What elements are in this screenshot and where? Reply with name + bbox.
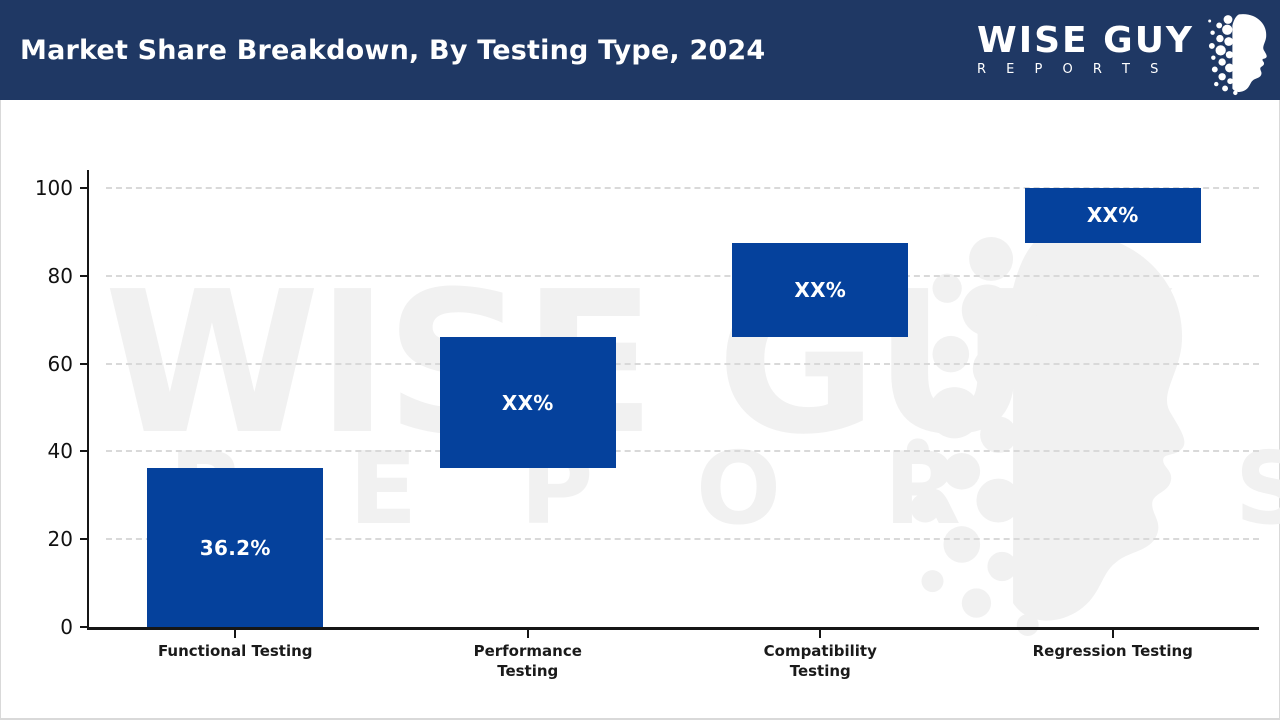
x-tick-mark [819, 630, 822, 638]
gridline-40 [106, 450, 1259, 453]
y-axis [87, 170, 89, 630]
y-tick-mark [80, 187, 89, 189]
bar-value-label: XX% [794, 278, 847, 303]
header: Market Share Breakdown, By Testing Type,… [0, 0, 1280, 100]
x-tick-label-line: Testing [497, 662, 559, 681]
page-title: Market Share Breakdown, By Testing Type,… [20, 34, 766, 66]
bar-4: XX% [1024, 188, 1201, 243]
y-tick-mark [80, 362, 89, 365]
logo-subtext: R E P O R T S [976, 61, 1167, 77]
y-tick-label: 80 [47, 263, 73, 288]
x-tick-mark [234, 630, 237, 638]
x-tick-mark [526, 630, 529, 638]
x-tick-label: Regression Testing [973, 641, 1253, 661]
x-tick-label-line: Performance [473, 642, 582, 660]
x-tick-label: Performance Testing [388, 641, 668, 682]
gridline-20 [106, 538, 1259, 541]
x-tick-label-line: Compatibility [763, 642, 877, 660]
y-tick-label: 40 [47, 439, 73, 464]
x-tick-label: Compatibility Testing [680, 641, 960, 682]
x-tick-label-line: Functional Testing [157, 642, 313, 660]
bar-2: XX% [439, 337, 616, 469]
y-tick-label: 60 [47, 351, 73, 376]
wiseguy-logo: WISE GUY R E P O R T S [977, 6, 1272, 98]
y-tick-mark [80, 450, 89, 453]
gridline-80 [106, 274, 1259, 277]
bar-value-label: XX% [501, 390, 554, 415]
chart-canvas: WISE GUY R E P O R T S 0 20 40 60 80 100 36.2%… [0, 100, 1280, 720]
x-tick-label: Functional Testing [95, 641, 375, 661]
logo-text: WISE GUY R E P O R T S [977, 22, 1194, 77]
y-tick-label: 20 [47, 527, 73, 552]
y-tick-mark [80, 538, 89, 541]
y-tick-mark [80, 274, 89, 277]
x-tick-label-line: Testing [789, 662, 851, 681]
y-tick-mark [80, 626, 89, 628]
x-axis [87, 627, 1259, 630]
bar-value-label: 36.2% [199, 535, 271, 560]
bar-value-label: XX% [1086, 203, 1139, 228]
x-tick-mark [1111, 630, 1114, 638]
bar-1: 36.2% [147, 468, 324, 627]
gridline-60 [106, 362, 1259, 365]
logo-wordmark: WISE GUY [976, 20, 1194, 61]
y-tick-label: 0 [60, 615, 73, 639]
y-tick-label: 100 [34, 176, 73, 200]
gridline-100 [106, 187, 1259, 189]
x-tick-label-line: Regression Testing [1032, 642, 1193, 660]
bar-3: XX% [732, 242, 909, 338]
